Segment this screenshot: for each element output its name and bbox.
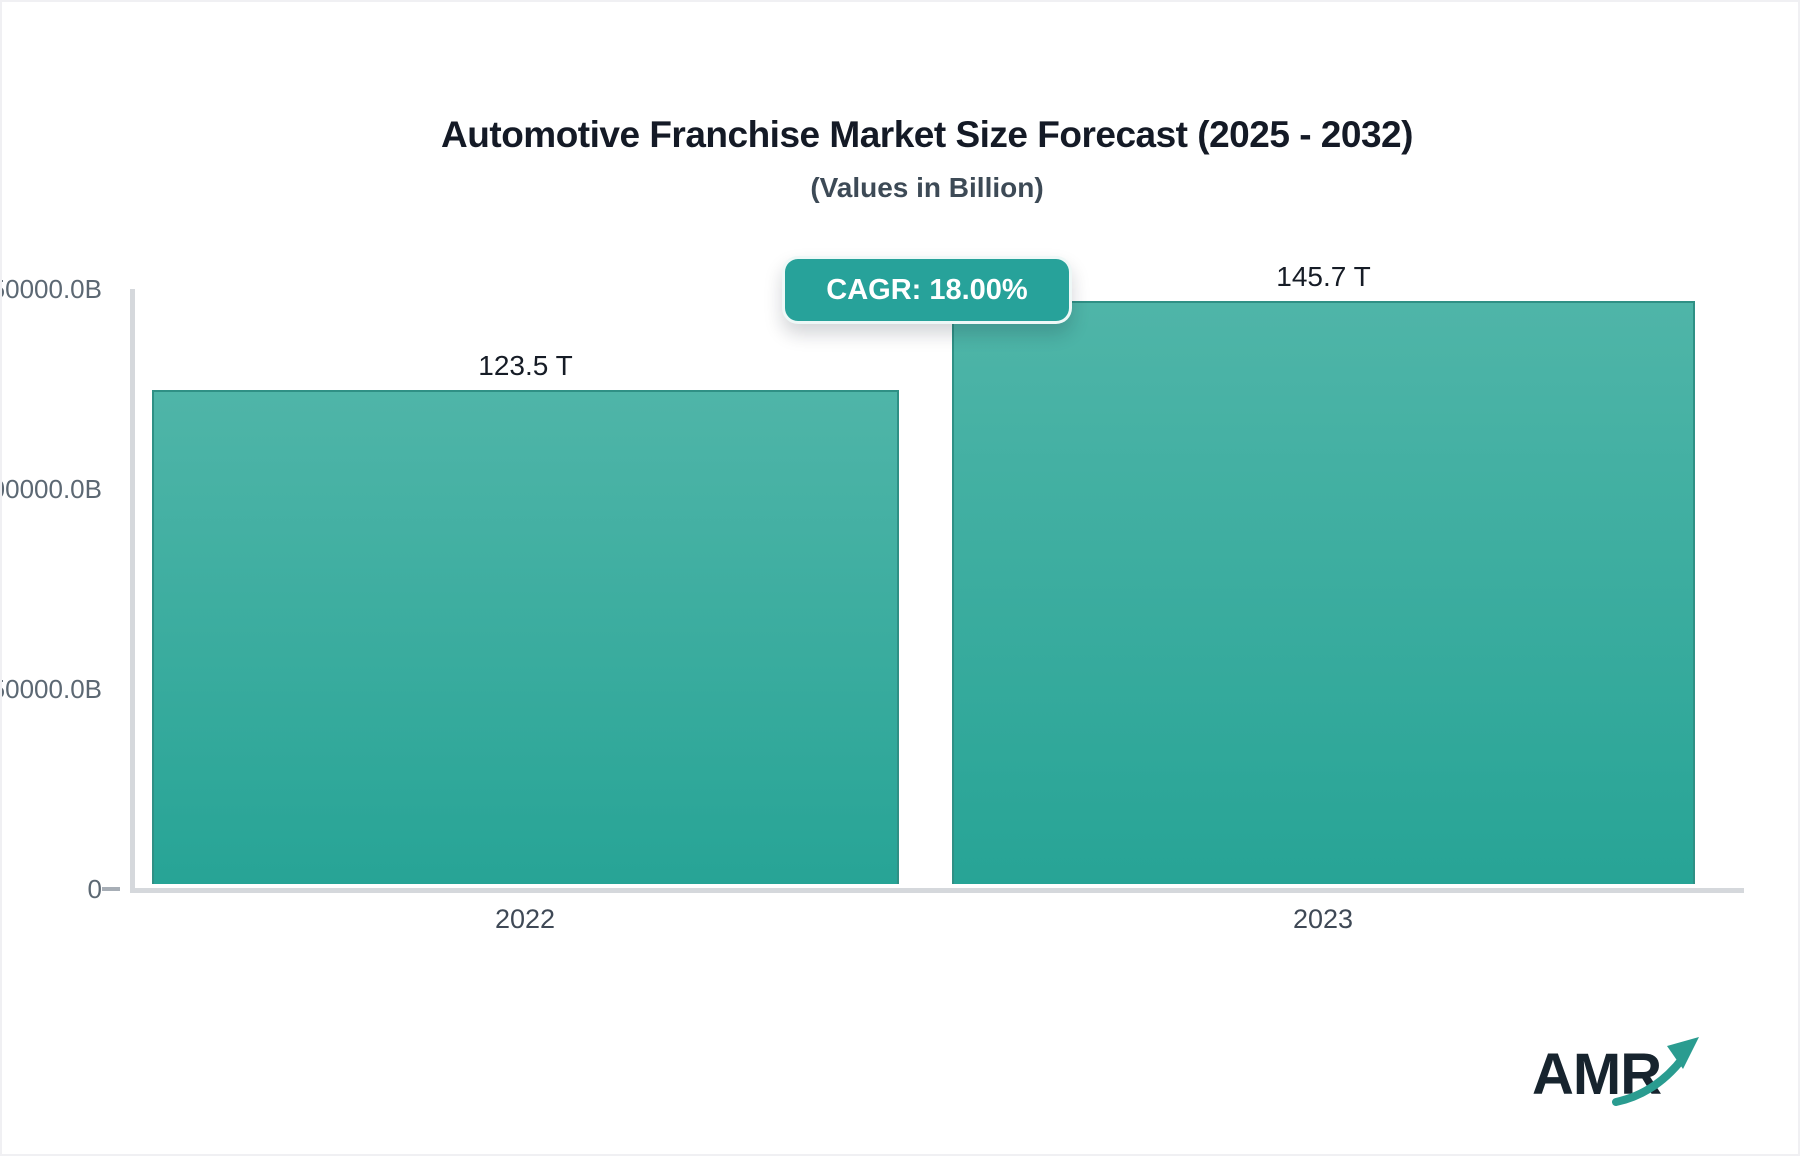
x-axis-line (130, 888, 1744, 893)
chart-subtitle: (Values in Billion) (810, 172, 1044, 203)
bar-value-label-2022: 123.5 T (478, 350, 573, 381)
bar-value-label-2023: 145.7 T (1276, 261, 1371, 292)
bar-2022[interactable]: 123.5 T (152, 350, 899, 884)
cagr-badge: CAGR: 18.00% (782, 256, 1072, 324)
x-category-label-2022: 2022 (494, 904, 556, 934)
zero-tick-mark (102, 887, 120, 891)
y-tick-label-150000: 150000.0B (2, 274, 102, 304)
y-axis-line (130, 289, 135, 893)
logo-arrow-icon (1612, 1037, 1699, 1106)
bar-2023[interactable]: 145.7 T (952, 261, 1695, 884)
y-tick-label-100000: 100000.0B (2, 474, 102, 504)
amr-logo: AMR (1532, 1037, 1699, 1107)
x-category-label-2023: 2023 (1292, 904, 1354, 934)
chart-title: Automotive Franchise Market Size Forecas… (441, 114, 1413, 155)
y-tick-label-50000: 50000.0B (0, 674, 102, 704)
y-tick-label-0: 0 (87, 874, 102, 904)
